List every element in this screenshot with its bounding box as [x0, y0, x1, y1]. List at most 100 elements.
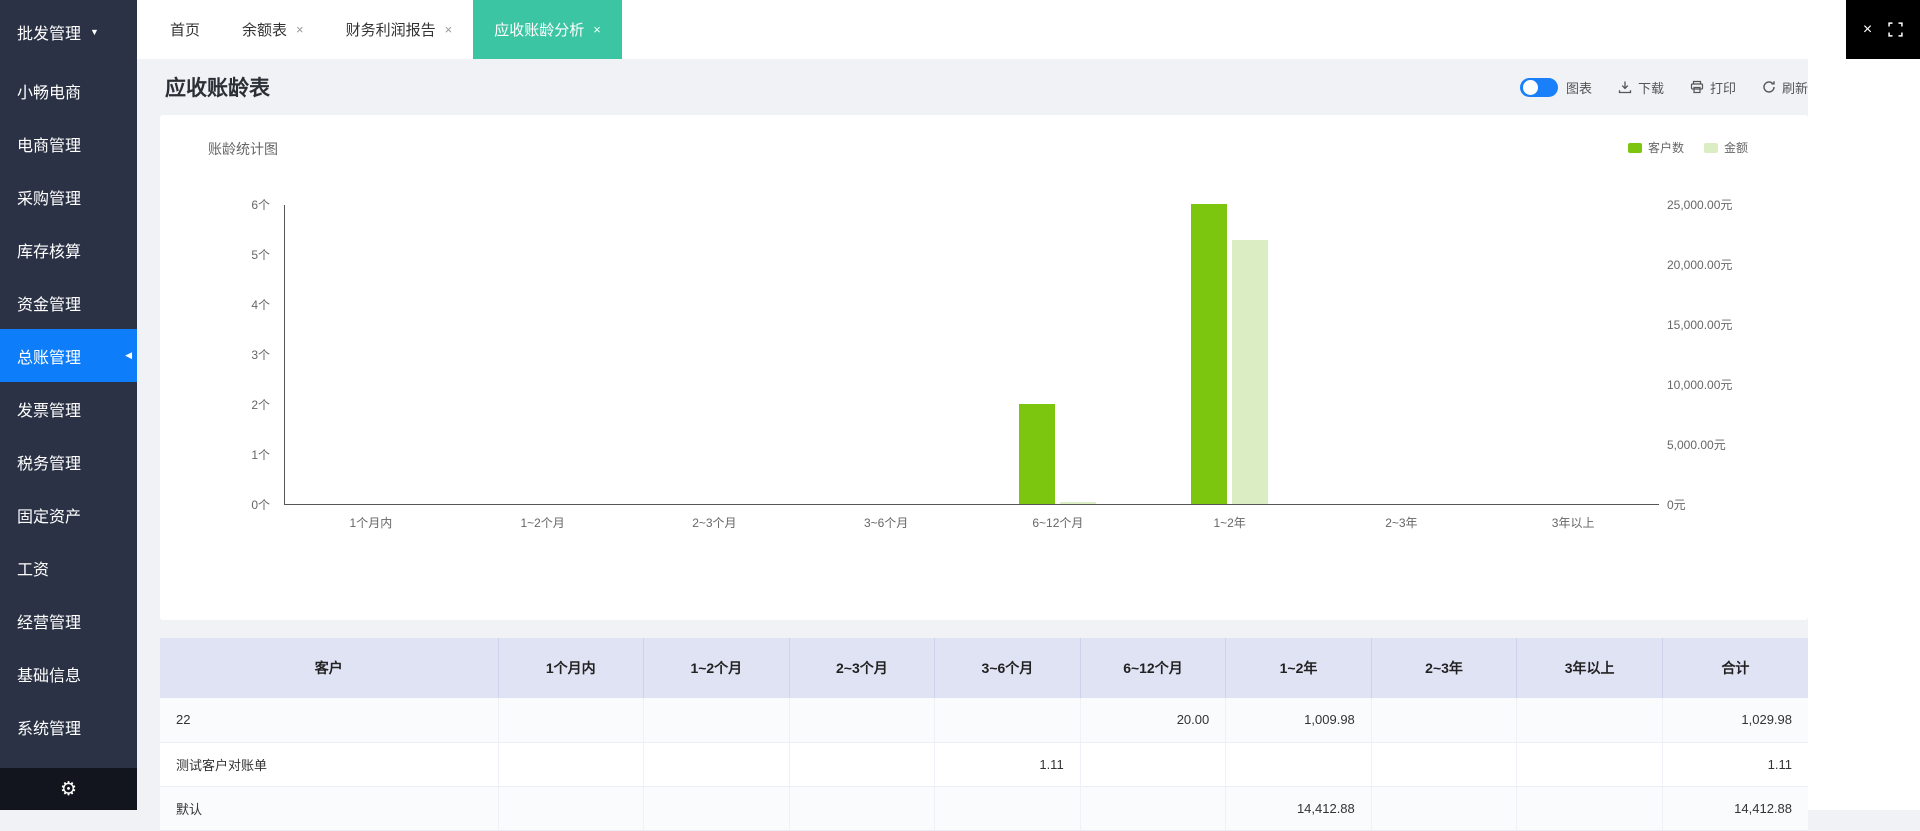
- sidebar-item-1[interactable]: 电商管理: [0, 117, 137, 170]
- sidebar-item-5[interactable]: 总账管理 ◀: [0, 329, 137, 382]
- y-axis-right-label: 20,000.00元: [1667, 258, 1733, 272]
- tab-label: 余额表: [242, 22, 288, 39]
- table-cell: [1516, 742, 1663, 787]
- column-header: 2~3个月: [789, 638, 936, 698]
- chart-title: 账龄统计图: [208, 141, 278, 157]
- table-cell: 14,412.88: [1662, 786, 1808, 831]
- table-cell: [643, 786, 790, 831]
- tab-bar: 首页 余额表 × 财务利润报告 × 应收账龄分析 × ×: [137, 0, 1920, 59]
- column-header: 2~3年: [1371, 638, 1518, 698]
- table-cell: [789, 742, 936, 787]
- sidebar-item-12[interactable]: 系统管理: [0, 700, 137, 753]
- sidebar-item-10[interactable]: 经营管理: [0, 594, 137, 647]
- sidebar-item-label: 资金管理: [17, 296, 82, 314]
- chart-legend: 客户数 金额: [1627, 139, 1748, 156]
- chart-category-6: 2~3年: [1316, 205, 1488, 530]
- table-cell: [498, 698, 645, 743]
- legend-item-amount[interactable]: 金额: [1703, 139, 1748, 156]
- table-row-1: 测试客户对账单 1.11 1.11: [160, 742, 1808, 787]
- chart-category-4: 6~12个月: [972, 205, 1144, 530]
- sidebar-item-0[interactable]: 小畅电商: [0, 64, 137, 117]
- legend-swatch-amount: [1703, 142, 1718, 153]
- sidebar-item-8[interactable]: 固定资产: [0, 488, 137, 541]
- chart-view-toggle[interactable]: 图表: [1519, 77, 1592, 97]
- tab-0[interactable]: 首页: [149, 0, 221, 59]
- tab-label: 首页: [170, 22, 201, 39]
- sidebar-item-3[interactable]: 库存核算: [0, 223, 137, 276]
- sidebar-item-label: 总账管理: [17, 349, 82, 367]
- table-cell: [1371, 786, 1518, 831]
- fullscreen-icon[interactable]: [1888, 22, 1903, 37]
- tab-close-icon[interactable]: ×: [593, 22, 601, 37]
- bar-series-0[interactable]: [1191, 204, 1228, 504]
- tab-3[interactable]: 应收账龄分析 ×: [473, 0, 622, 59]
- y-axis-right-label: 25,000.00元: [1667, 198, 1733, 212]
- table-cell: [1080, 742, 1227, 787]
- sidebar-item-11[interactable]: 基础信息: [0, 647, 137, 700]
- sidebar-settings-button[interactable]: ⚙: [0, 768, 137, 810]
- table-cell: 1.11: [934, 742, 1081, 787]
- y-axis-right-label: 5,000.00元: [1667, 438, 1726, 452]
- bar-series-1[interactable]: [1232, 240, 1269, 504]
- y-axis-left-label: 5个: [251, 248, 270, 262]
- sidebar-item-6[interactable]: 发票管理: [0, 382, 137, 435]
- window-controls: ×: [1846, 0, 1920, 59]
- download-button[interactable]: 下载: [1618, 78, 1664, 97]
- sidebar-item-label: 税务管理: [17, 455, 82, 473]
- x-axis-label: 1~2个月: [520, 516, 565, 530]
- y-axis-left-label: 6个: [251, 198, 270, 212]
- aging-table: 客户 1个月内 1~2个月 2~3个月 3~6个月 6~12个月 1~2年 2~3年 3年以上合…: [160, 638, 1808, 831]
- sidebar-module-dropdown[interactable]: 批发管理 ▼: [0, 0, 137, 64]
- sidebar-item-4[interactable]: 资金管理: [0, 276, 137, 329]
- chart-plot: 1个月内 1~2个月 2~3个月 3~6个月 6~12个月 1~2年 2~3年 3年以上: [284, 204, 1659, 530]
- table-cell: [1080, 786, 1227, 831]
- tab-list: 首页 余额表 × 财务利润报告 × 应收账龄分析 ×: [137, 0, 622, 59]
- refresh-button[interactable]: 刷新: [1762, 78, 1808, 97]
- y-axis-left-label: 3个: [251, 348, 270, 362]
- y-axis-right-label: 15,000.00元: [1667, 318, 1733, 332]
- toolbar: 图表 下载: [1519, 77, 1808, 97]
- sidebar-item-7[interactable]: 税务管理: [0, 435, 137, 488]
- tab-2[interactable]: 财务利润报告 ×: [325, 0, 474, 59]
- table-cell: [643, 742, 790, 787]
- x-axis-label: 3年以上: [1551, 516, 1595, 530]
- sidebar-item-2[interactable]: 采购管理: [0, 170, 137, 223]
- table-cell: 1,029.98: [1662, 698, 1808, 743]
- print-button[interactable]: 打印: [1690, 78, 1736, 97]
- sidebar: 批发管理 ▼ 小畅电商电商管理采购管理库存核算资金管理总账管理 ◀ 发票管理税务管理…: [0, 0, 137, 810]
- tab-close-icon[interactable]: ×: [296, 22, 304, 37]
- y-axis-right-label: 0元: [1667, 498, 1686, 512]
- table-cell: [934, 698, 1081, 743]
- sidebar-item-label: 电商管理: [17, 137, 82, 155]
- bar-series-1[interactable]: [1060, 502, 1097, 504]
- chart-card: 账龄统计图 客户数 金额 1个月内 1~2个月 2~3个月 3~6个月 6~12个月 1~…: [160, 115, 1808, 620]
- y-axis-right-label: 10,000.00元: [1667, 378, 1733, 392]
- bar-series-0[interactable]: [1019, 404, 1056, 504]
- chart-category-7: 3年以上: [1487, 205, 1659, 530]
- toggle-track: [1519, 77, 1558, 97]
- column-header: 1~2个月: [643, 638, 790, 698]
- table-cell: 20.00: [1080, 698, 1227, 743]
- legend-item-customers[interactable]: 客户数: [1627, 139, 1684, 156]
- column-header: 客户: [160, 638, 499, 698]
- tab-close-icon[interactable]: ×: [444, 22, 453, 37]
- chart-category-3: 3~6个月: [800, 205, 972, 530]
- legend-swatch-customers: [1627, 142, 1642, 153]
- table-cell: [1225, 742, 1372, 787]
- chart-category-1: 1~2个月: [457, 205, 629, 530]
- table-cell: [1371, 742, 1518, 787]
- chart-category-0: 1个月内: [285, 205, 457, 530]
- right-margin-panel: [1808, 59, 1920, 810]
- table-cell: [934, 786, 1081, 831]
- table-cell: [789, 698, 936, 743]
- close-window-icon[interactable]: ×: [1862, 20, 1873, 38]
- download-label: 下载: [1637, 80, 1664, 96]
- column-header: 1个月内: [498, 638, 645, 698]
- main-area: 首页 余额表 × 财务利润报告 × 应收账龄分析 × × 应收账龄表: [137, 0, 1920, 831]
- table-cell: 默认: [160, 786, 499, 831]
- tab-1[interactable]: 余额表 ×: [221, 0, 325, 59]
- sidebar-item-label: 库存核算: [17, 243, 82, 261]
- x-axis-label: 2~3年: [1385, 516, 1418, 530]
- table-row-2: 默认 14,412.88 14,412.88: [160, 786, 1808, 831]
- sidebar-item-9[interactable]: 工资: [0, 541, 137, 594]
